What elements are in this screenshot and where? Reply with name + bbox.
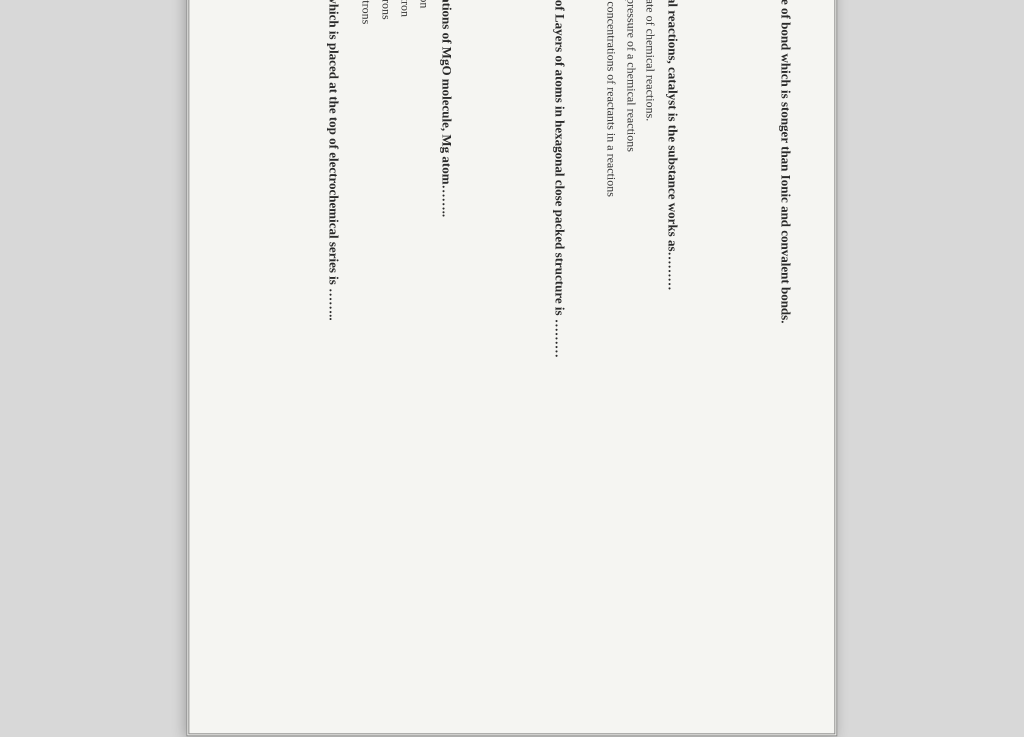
option-item: ii) to change the pressure of a chemical… [621, 0, 640, 674]
option-item: i) Non-Metallic [753, 0, 772, 674]
option-item: iv) Co-ordinates [695, 0, 714, 674]
option-item: ii) 2 [508, 0, 527, 674]
options-list: i) 3 ii) 2 iii) 1 iv) 4 [470, 0, 547, 674]
option-item: ii) accepts 1 electron [395, 0, 414, 674]
option-item: ii) noble [282, 0, 301, 674]
option-item: iii) 1 [489, 0, 508, 674]
option-item: iv) accepts 2 electrons [357, 0, 376, 674]
option-item: iv) [582, 0, 601, 674]
question-prompt: Q43.The Number of Layers of atoms in hex… [550, 0, 568, 674]
option-item: iii) Amphoteric [715, 0, 734, 674]
option-item: i) looses 1 electron [414, 0, 433, 674]
question-prompt: Q42. In a Chemical reactions, catalyst i… [663, 0, 681, 674]
option-item: iii) looses 2 electrons [376, 0, 395, 674]
options-list: i) looses 1 electron ii) accepts 1 elect… [357, 0, 434, 674]
question-prompt: Q44. In the Formations of MgO molecule, … [437, 0, 455, 674]
options-list: i) to change the rate of chemical reacti… [582, 0, 659, 674]
document-page: Q41. State the type of bond which is sto… [187, 0, 838, 737]
page-rotation-wrapper: Q41. State the type of bond which is sto… [187, 0, 838, 737]
question-block: Q42. In a Chemical reactions, catalyst i… [582, 0, 681, 674]
question-block: Q45. The Metals which is placed at the t… [244, 0, 343, 674]
option-item: ii) Metallic [734, 0, 753, 674]
option-item: i) to change the rate of chemical reacti… [640, 0, 659, 674]
option-item: i) more stable [301, 0, 320, 674]
option-item: iii) less active [263, 0, 282, 674]
question-block: Q43.The Number of Layers of atoms in hex… [470, 0, 569, 674]
question-prompt: Q41. State the type of bond which is sto… [776, 0, 794, 674]
question-block: Q41. State the type of bond which is sto… [695, 0, 794, 674]
options-list: i) more stable ii) noble iii) less activ… [244, 0, 321, 674]
option-item: iii) to change the concentrations of rea… [602, 0, 621, 674]
option-item: iv) more active [244, 0, 263, 674]
option-item: i) 3 [527, 0, 546, 674]
options-list: i) Non-Metallic ii) Metallic iii) Amphot… [695, 0, 772, 674]
question-prompt: Q45. The Metals which is placed at the t… [324, 0, 342, 674]
question-block: Q44. In the Formations of MgO molecule, … [357, 0, 456, 674]
option-item: iv) 4 [470, 0, 489, 674]
